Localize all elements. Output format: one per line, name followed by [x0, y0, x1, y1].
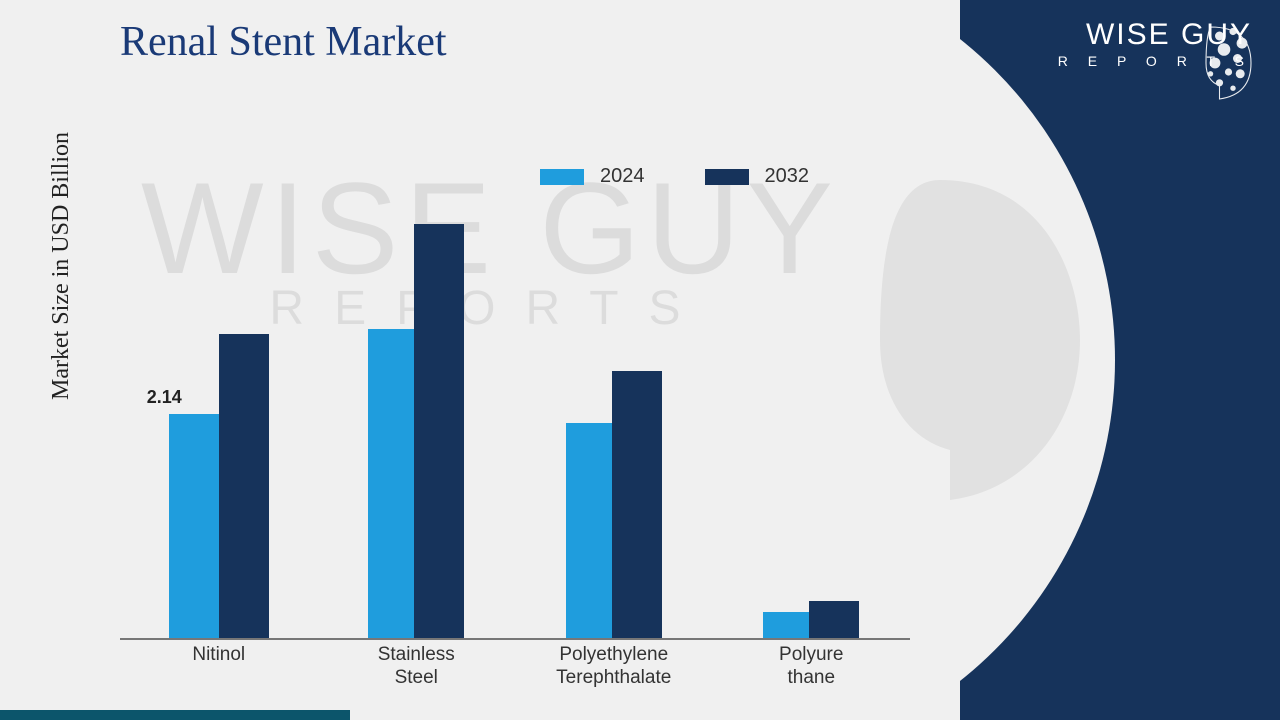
bar-value-label: 2.14	[147, 387, 182, 408]
legend-label: 2032	[765, 165, 810, 188]
chart-card: WISE GUY R E P O R T S Renal Stent Marke…	[0, 0, 1280, 720]
bar	[763, 612, 813, 638]
bar-chart: 2.14	[120, 210, 910, 640]
category-label: Polyethylene Terephthalate	[534, 644, 694, 690]
bar-group	[336, 224, 496, 638]
bar	[368, 329, 418, 638]
legend-label: 2024	[600, 165, 645, 188]
legend: 2024 2032	[540, 165, 809, 188]
category-label: Nitinol	[139, 644, 299, 690]
y-axis-label: Market Size in USD Billion	[48, 132, 75, 400]
bar	[566, 423, 616, 638]
bar	[612, 371, 662, 638]
bar	[809, 601, 859, 638]
x-axis-baseline	[120, 638, 910, 640]
legend-item-2032: 2032	[705, 165, 810, 188]
bar-group: 2.14	[139, 334, 299, 638]
legend-swatch	[540, 169, 584, 185]
bar	[414, 224, 464, 638]
legend-item-2024: 2024	[540, 165, 645, 188]
category-label: Stainless Steel	[336, 644, 496, 690]
bottom-accent-stripe	[0, 710, 350, 720]
bar	[169, 414, 219, 638]
brand-subtitle: R E P O R T S	[1058, 54, 1252, 68]
brand-name: WISE GUY	[1058, 20, 1252, 50]
bar-groups: 2.14	[120, 208, 910, 638]
category-label: Polyure thane	[731, 644, 891, 690]
legend-swatch	[705, 169, 749, 185]
bar-group	[731, 601, 891, 638]
chart-title: Renal Stent Market	[120, 18, 447, 66]
brand-logo: WISE GUY R E P O R T S	[1058, 20, 1252, 68]
x-axis-labels: Nitinol Stainless Steel Polyethylene Terep…	[120, 644, 910, 690]
bar	[219, 334, 269, 638]
bar-group	[534, 371, 694, 638]
